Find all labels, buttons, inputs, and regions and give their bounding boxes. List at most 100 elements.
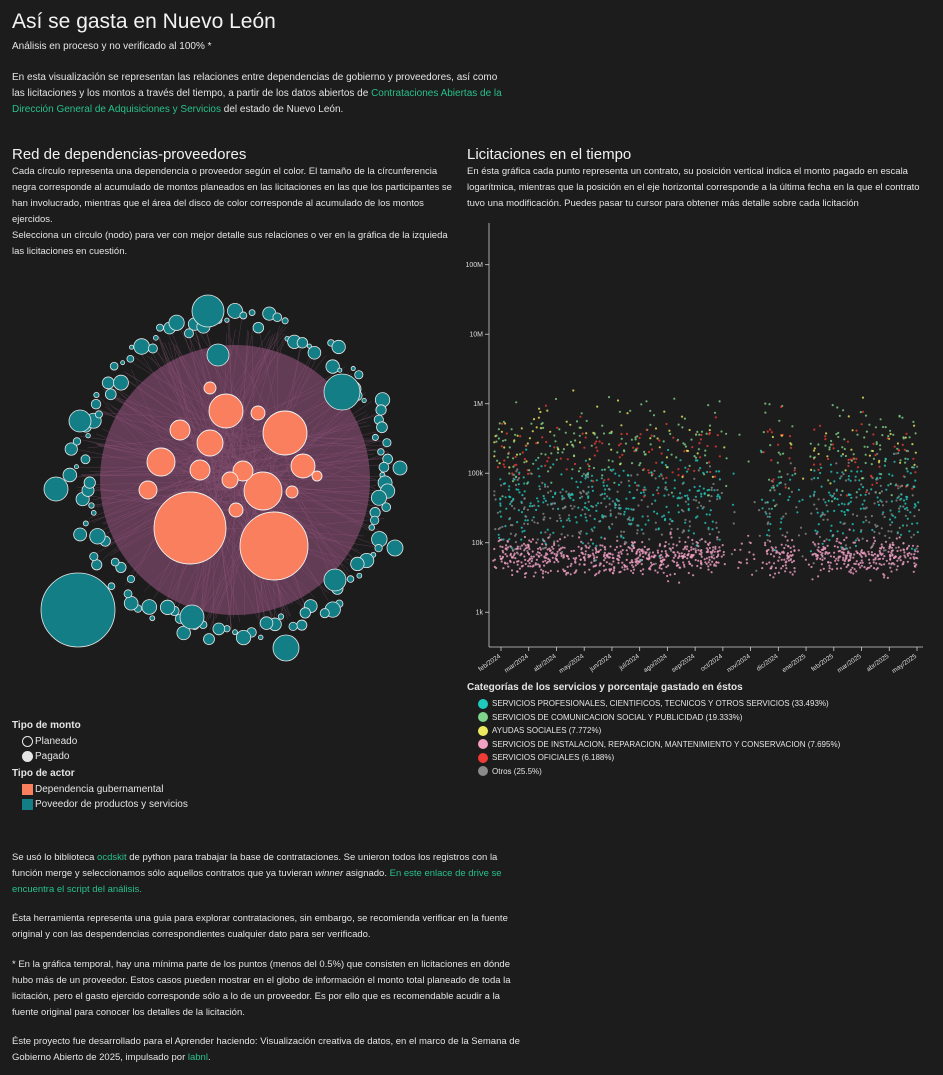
contract-point: [778, 493, 781, 496]
contract-point: [893, 445, 896, 448]
contract-point: [783, 558, 786, 561]
contract-point: [543, 483, 547, 486]
contract-point: [636, 447, 639, 450]
contract-point: [575, 480, 578, 483]
contract-point: [829, 443, 833, 446]
category-legend-item[interactable]: SERVICIOS DE INSTALACION, REPARACION, MA…: [467, 738, 927, 752]
x-tick: oct/2024: [700, 647, 724, 673]
contract-point: [599, 494, 602, 497]
category-legend-item[interactable]: SERVICIOS OFICIALES (6.188%): [467, 751, 927, 765]
contract-point: [911, 443, 914, 446]
contract-point: [864, 515, 867, 518]
contract-point: [777, 559, 780, 562]
contract-point: [562, 525, 565, 528]
contract-point: [634, 438, 637, 441]
contract-point: [901, 443, 904, 446]
contract-point: [654, 528, 658, 531]
contract-point: [639, 569, 642, 572]
contract-point: [677, 511, 680, 514]
contract-point: [685, 470, 689, 473]
contract-point: [664, 517, 667, 521]
provider-node: [296, 337, 309, 349]
contract-point: [530, 560, 533, 563]
scatter-points[interactable]: [492, 389, 921, 584]
contract-point: [703, 492, 706, 496]
contract-point: [732, 522, 735, 525]
contract-point: [658, 439, 661, 442]
provider-node: [168, 314, 185, 331]
contract-point: [708, 465, 712, 468]
category-legend-item[interactable]: SERVICIOS PROFESIONALES, CIENTIFICOS, TE…: [467, 697, 927, 711]
contract-point: [608, 503, 611, 506]
contract-point: [566, 534, 569, 537]
contract-point: [660, 550, 663, 553]
contract-point: [658, 446, 661, 449]
labnl-link[interactable]: labnl: [187, 1052, 208, 1063]
contract-point: [622, 530, 626, 533]
contract-point: [878, 549, 881, 553]
contract-point: [558, 428, 561, 431]
contrataciones-abiertas-link[interactable]: Contrataciones Abiertas de la Dirección …: [12, 88, 502, 115]
contract-point: [827, 561, 830, 564]
contract-point: [912, 570, 915, 573]
contract-point: [641, 541, 644, 544]
provider-node: [89, 528, 106, 545]
contract-point: [578, 554, 581, 557]
contract-point: [662, 514, 666, 517]
contract-point: [647, 558, 650, 561]
contract-point: [905, 467, 908, 470]
contract-point: [658, 555, 661, 558]
contract-point: [761, 561, 764, 564]
contract-point: [817, 523, 820, 526]
category-legend-item[interactable]: SERVICIOS DE COMUNICACION SOCIAL Y PUBLI…: [467, 711, 927, 725]
contract-point: [504, 562, 507, 565]
category-legend-item[interactable]: Otros (25.5%): [467, 765, 927, 779]
ocdskit-link[interactable]: ocdskit: [97, 852, 127, 863]
contract-point: [502, 567, 505, 570]
contract-point: [519, 545, 522, 548]
contract-point: [493, 558, 496, 561]
contract-point: [692, 574, 695, 577]
contract-point: [835, 562, 838, 566]
contract-point: [669, 518, 672, 521]
contract-point: [672, 556, 675, 559]
contract-point: [600, 536, 603, 539]
contract-point: [641, 515, 644, 518]
contract-point: [708, 461, 711, 464]
contract-point: [820, 485, 823, 488]
drive-script-link[interactable]: En este enlace de drive se encuentra el …: [12, 868, 502, 895]
contract-point: [544, 485, 547, 488]
contract-point: [695, 433, 698, 436]
contract-point: [514, 548, 517, 551]
provider-node: [153, 335, 159, 341]
provider-node: [110, 557, 120, 567]
contract-point: [504, 439, 507, 442]
contract-point: [630, 548, 633, 551]
contract-point: [531, 538, 534, 541]
contract-point: [865, 491, 868, 494]
contract-point: [828, 539, 831, 542]
contract-point: [839, 542, 843, 545]
network-graph[interactable]: [30, 280, 450, 680]
contract-point: [905, 432, 908, 435]
contract-point: [860, 564, 863, 567]
contract-point: [616, 535, 619, 538]
contract-point: [676, 438, 680, 441]
contract-point: [828, 564, 831, 567]
network-nodes[interactable]: [40, 294, 408, 662]
contract-point: [678, 540, 681, 543]
contract-point: [652, 493, 655, 496]
contract-point: [697, 469, 700, 472]
contract-point: [607, 552, 610, 555]
contract-point: [898, 507, 901, 510]
category-legend-item[interactable]: AYUDAS SOCIALES (7.772%): [467, 724, 927, 738]
contract-point: [780, 517, 783, 520]
provider-node: [126, 574, 136, 584]
contract-point: [789, 442, 792, 445]
provider-node: [272, 312, 283, 323]
contract-point: [791, 425, 794, 428]
contract-point: [671, 546, 674, 549]
contract-point: [758, 534, 761, 537]
contract-point: [901, 416, 904, 419]
